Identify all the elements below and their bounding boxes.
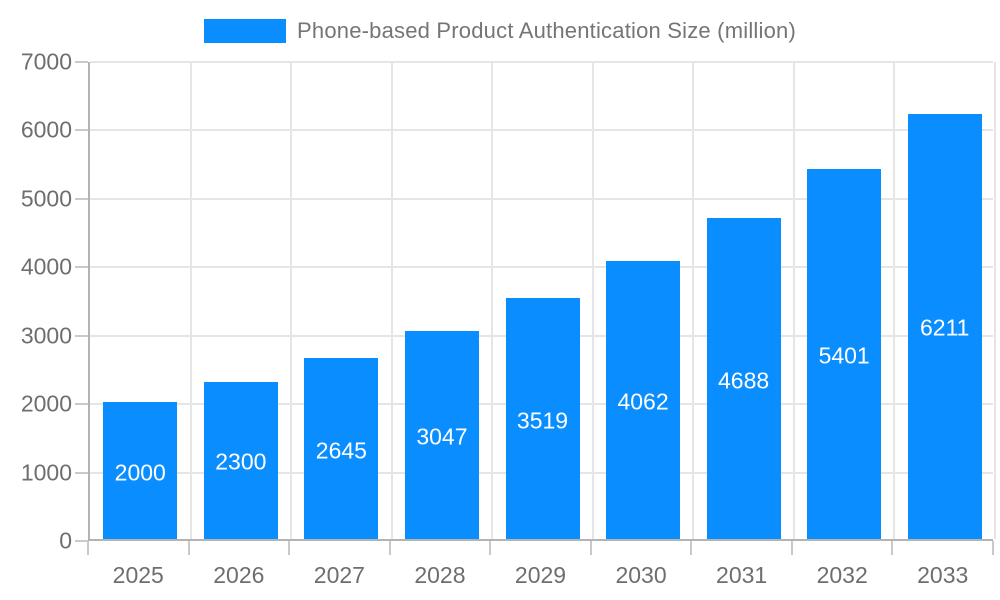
y-tick-mark — [75, 61, 88, 63]
gridline-h — [90, 129, 993, 132]
bar[interactable] — [304, 358, 379, 539]
gridline-h — [90, 61, 993, 63]
legend-swatch — [204, 19, 287, 43]
y-axis-tick-label: 0 — [59, 527, 72, 554]
y-axis-tick-label: 5000 — [20, 185, 72, 212]
y-tick-mark — [75, 471, 88, 474]
x-tick-mark — [589, 541, 592, 555]
x-tick-mark — [288, 541, 291, 555]
legend-label: Phone-based Product Authentication Size … — [297, 18, 796, 43]
x-tick-mark — [790, 541, 793, 555]
bar[interactable] — [807, 169, 882, 539]
x-tick-mark — [87, 541, 89, 555]
x-tick-mark — [187, 541, 190, 555]
x-tick-mark — [388, 541, 391, 555]
x-tick-mark — [489, 541, 492, 555]
x-tick-mark — [992, 541, 994, 555]
y-axis-tick-label: 4000 — [20, 253, 72, 280]
x-axis-tick-label: 2032 — [816, 562, 868, 588]
y-axis-tick-label: 2000 — [20, 390, 72, 417]
x-axis-tick-label: 2026 — [213, 562, 265, 588]
bar[interactable] — [103, 402, 178, 539]
bar[interactable] — [606, 261, 681, 539]
bar[interactable] — [505, 298, 580, 539]
gridline-h — [90, 266, 993, 269]
x-axis-tick-label: 2030 — [615, 562, 667, 588]
gridline-v — [792, 62, 795, 539]
bar[interactable] — [907, 114, 982, 539]
y-tick-mark — [75, 266, 88, 269]
y-tick-mark — [75, 403, 88, 406]
gridline-v — [390, 62, 393, 539]
bar[interactable] — [203, 381, 278, 539]
y-tick-mark — [75, 540, 88, 542]
y-tick-mark — [75, 197, 88, 200]
x-axis-tick-label: 2028 — [414, 562, 466, 588]
x-axis-tick-label: 2033 — [917, 562, 969, 588]
gridline-h — [90, 197, 993, 200]
y-axis-tick-label: 7000 — [20, 48, 72, 75]
gridline-v — [491, 62, 494, 539]
gridline-v — [994, 62, 996, 539]
x-tick-mark — [891, 541, 894, 555]
x-axis-tick-label: 2031 — [716, 562, 768, 588]
x-tick-mark — [690, 541, 693, 555]
x-axis-tick-label: 2025 — [112, 562, 164, 588]
bar[interactable] — [404, 330, 479, 539]
gridline-v — [591, 62, 594, 539]
chart-legend-item[interactable]: Phone-based Product Authentication Size … — [0, 18, 1000, 44]
y-tick-mark — [75, 129, 88, 132]
x-axis-tick-label: 2029 — [514, 562, 567, 588]
x-axis-tick-label: 2027 — [313, 562, 365, 588]
y-axis-tick-label: 3000 — [20, 322, 72, 349]
y-axis-tick-label: 1000 — [20, 459, 72, 486]
gridline-v — [692, 62, 695, 539]
gridline-v — [189, 62, 192, 539]
gridline-v — [290, 62, 293, 539]
y-axis-tick-label: 6000 — [20, 116, 72, 143]
bar[interactable] — [706, 218, 781, 539]
y-tick-mark — [75, 334, 88, 337]
plot-area: 2000 2300 2645 3047 3519 4062 4688 5401 6211 — [88, 61, 996, 541]
gridline-v — [893, 62, 896, 539]
